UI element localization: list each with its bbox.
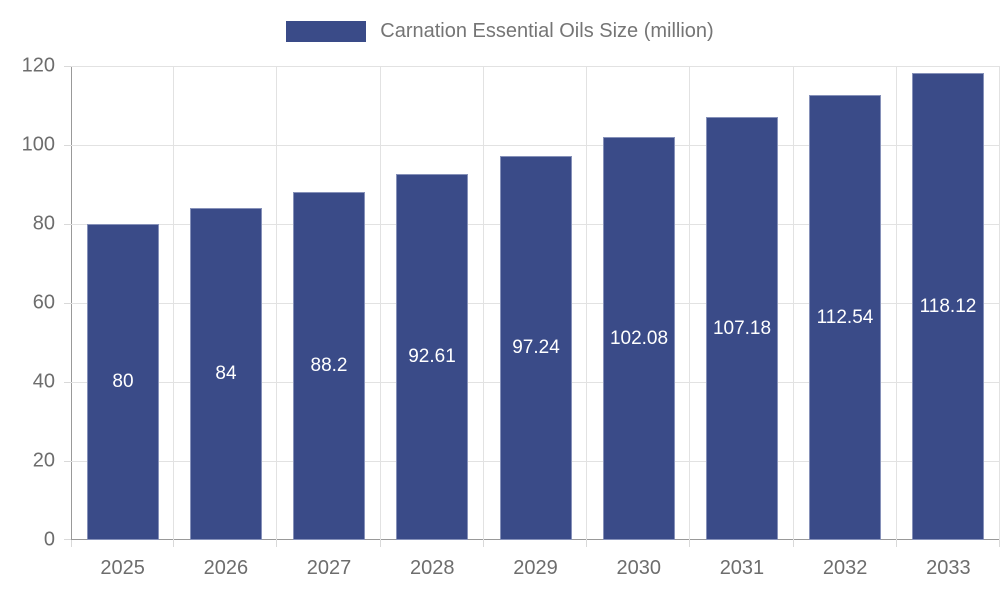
legend-swatch xyxy=(286,21,367,42)
bar-value-label: 88.2 xyxy=(310,355,348,376)
bar[interactable]: 84 xyxy=(190,208,262,540)
x-tick-label: 2026 xyxy=(203,557,249,579)
bar-value-label: 80 xyxy=(112,371,134,392)
y-tick-label: 80 xyxy=(32,212,55,235)
x-tick-label: 2033 xyxy=(926,557,971,579)
bar[interactable]: 88.2 xyxy=(293,192,365,540)
x-tick-label: 2030 xyxy=(616,557,661,579)
x-tick xyxy=(71,540,72,547)
v-gridline xyxy=(793,66,794,540)
bar-value-label: 97.24 xyxy=(512,337,560,358)
x-tick-label: 2029 xyxy=(513,557,558,579)
y-tick xyxy=(64,303,71,304)
bar[interactable]: 112.54 xyxy=(809,95,881,540)
bar-value-label: 102.08 xyxy=(609,327,669,349)
bar[interactable]: 97.24 xyxy=(500,156,572,540)
x-tick xyxy=(689,540,690,547)
x-tick xyxy=(793,540,794,547)
v-gridline xyxy=(276,66,277,540)
bar[interactable]: 92.61 xyxy=(396,174,468,540)
y-tick-label: 0 xyxy=(43,528,55,551)
y-tick xyxy=(64,461,71,462)
bar[interactable]: 102.08 xyxy=(603,137,675,540)
h-gridline xyxy=(71,145,1000,146)
y-tick-label: 40 xyxy=(32,370,55,393)
v-gridline xyxy=(896,66,897,540)
y-tick-label: 60 xyxy=(32,291,55,314)
x-tick xyxy=(173,540,174,547)
x-tick-label: 2031 xyxy=(719,557,765,579)
y-tick-label: 20 xyxy=(32,449,55,472)
v-gridline xyxy=(483,66,484,540)
y-tick xyxy=(64,145,71,146)
x-tick-label: 2025 xyxy=(100,557,145,579)
y-tick xyxy=(64,224,71,225)
bar[interactable]: 118.12 xyxy=(912,73,984,540)
y-tick-label: 100 xyxy=(21,133,55,156)
y-tick xyxy=(64,539,71,540)
y-tick-label: 120 xyxy=(21,54,55,77)
bar[interactable]: 80 xyxy=(87,224,159,540)
y-tick xyxy=(64,66,71,67)
x-tick xyxy=(483,540,484,547)
bar-value-label: 84 xyxy=(215,363,237,384)
x-tick xyxy=(276,540,277,547)
x-tick-label: 2032 xyxy=(822,557,868,579)
h-gridline xyxy=(71,66,1000,67)
legend[interactable]: Carnation Essential Oils Size (million) xyxy=(0,20,1000,43)
y-tick xyxy=(64,382,71,383)
bar-value-label: 112.54 xyxy=(816,306,874,328)
v-gridline xyxy=(689,66,690,540)
v-gridline xyxy=(380,66,381,540)
bar-value-label: 92.61 xyxy=(408,346,456,367)
bar-value-label: 118.12 xyxy=(919,295,977,317)
x-tick-label: 2027 xyxy=(306,557,352,579)
x-tick xyxy=(380,540,381,547)
v-gridline xyxy=(173,66,174,540)
x-tick xyxy=(896,540,897,547)
x-tick xyxy=(586,540,587,547)
x-tick-label: 2028 xyxy=(410,557,455,579)
bar[interactable]: 107.18 xyxy=(706,117,778,540)
v-gridline xyxy=(586,66,587,540)
legend-label: Carnation Essential Oils Size (million) xyxy=(380,20,714,42)
plot-area: 0 20 40 60 80 100 120 80 2025 84 2026 88.2 2027 92.61… xyxy=(22,55,1000,579)
bar-value-label: 107.18 xyxy=(712,317,772,339)
